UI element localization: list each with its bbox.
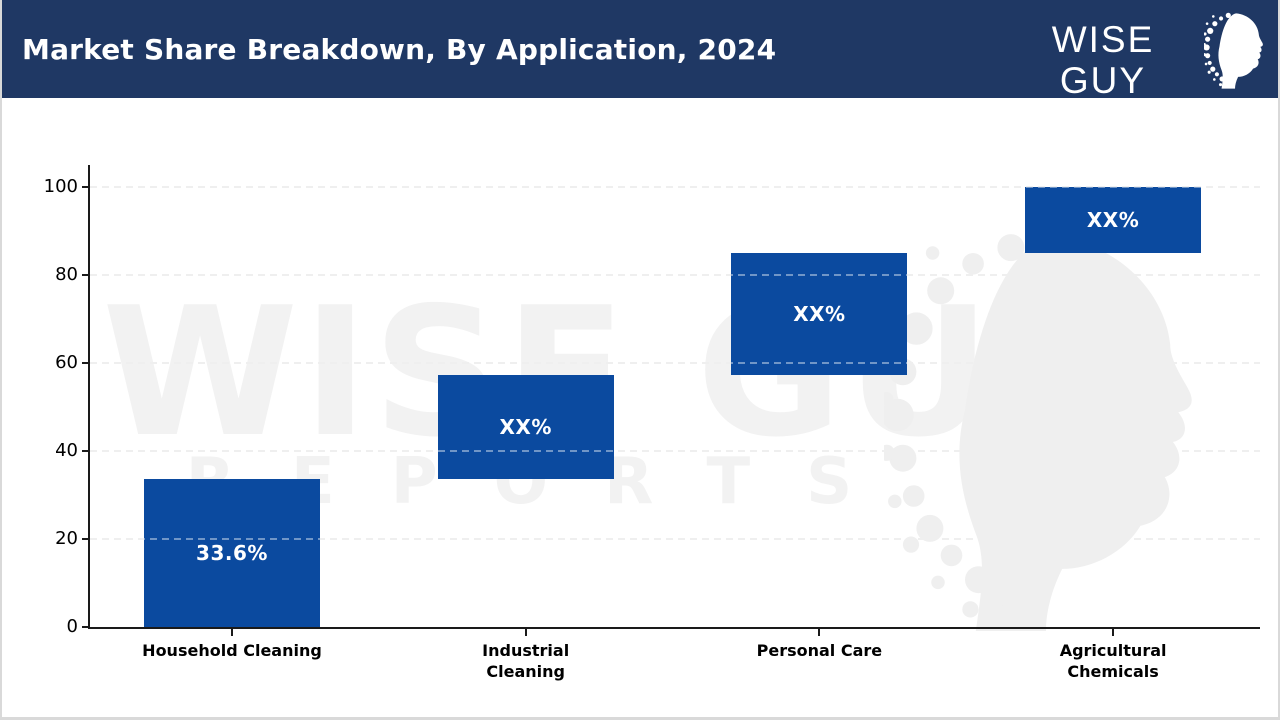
gridline-100: [90, 186, 1260, 188]
page-title: Market Share Breakdown, By Application, …: [22, 32, 777, 66]
gridline-60: [90, 362, 1260, 364]
x-axis-line: [88, 627, 1260, 629]
bar-value-label: 33.6%: [196, 541, 268, 566]
gridline-overlay-40: [90, 450, 1260, 452]
bar-agricultural-chemicals: XX%: [1025, 187, 1202, 253]
x-tick-1: [524, 629, 527, 636]
gridline-20: [90, 538, 1260, 540]
brand-logo: WISE GUY REPORTS: [1006, 6, 1266, 118]
bar-industrial-cleaning: XX%: [437, 374, 614, 480]
bar-personal-care: XX%: [731, 253, 908, 375]
y-tick-20: [82, 538, 89, 540]
bar-value-label: XX%: [793, 301, 846, 326]
brand-name: WISE GUY: [1051, 19, 1155, 101]
y-tick-label-40: 40: [55, 440, 78, 461]
bar-value-label: XX%: [499, 415, 552, 439]
gridline-80: [90, 274, 1260, 276]
x-tick-3: [1112, 629, 1115, 636]
plot: 33.6% XX% XX% XX% 0 20 40 60 80 100 Household Clea…: [2, 98, 1278, 717]
y-tick-label-20: 20: [55, 528, 78, 549]
x-category-label-2: Personal Care: [756, 641, 883, 660]
y-tick-0: [82, 626, 89, 628]
bar-value-label: XX%: [1086, 208, 1140, 232]
gridline-overlay-80: [90, 274, 1260, 276]
y-tick-60: [82, 362, 89, 364]
y-tick-label-100: 100: [43, 176, 78, 197]
y-tick-label-0: 0: [66, 616, 78, 637]
chart-area: WISE GUY REPORTS 33.6% XX% XX% XX% 0 20 40 60 80…: [2, 98, 1278, 717]
y-axis-line: [88, 165, 90, 629]
y-tick-40: [82, 450, 89, 452]
x-category-label-1: Industrial Cleaning: [482, 641, 570, 681]
x-category-label-3: Agricultural Chemicals: [1059, 641, 1167, 681]
bar-household-cleaning: 33.6%: [144, 479, 320, 627]
y-tick-label-60: 60: [55, 352, 78, 373]
header-bar: Market Share Breakdown, By Application, …: [2, 0, 1278, 118]
gridline-overlay-60: [90, 362, 1260, 364]
gridline-overlay-20: [90, 538, 1260, 540]
x-tick-0: [231, 629, 233, 636]
gridline-overlay-100: [90, 186, 1260, 188]
y-tick-80: [82, 274, 89, 276]
x-category-label-0: Household Cleaning: [142, 641, 322, 660]
y-tick-100: [82, 186, 89, 188]
y-tick-label-80: 80: [55, 264, 78, 285]
gridline-40: [90, 450, 1260, 452]
x-tick-2: [818, 629, 821, 636]
brand-head-icon: [1204, 10, 1266, 90]
